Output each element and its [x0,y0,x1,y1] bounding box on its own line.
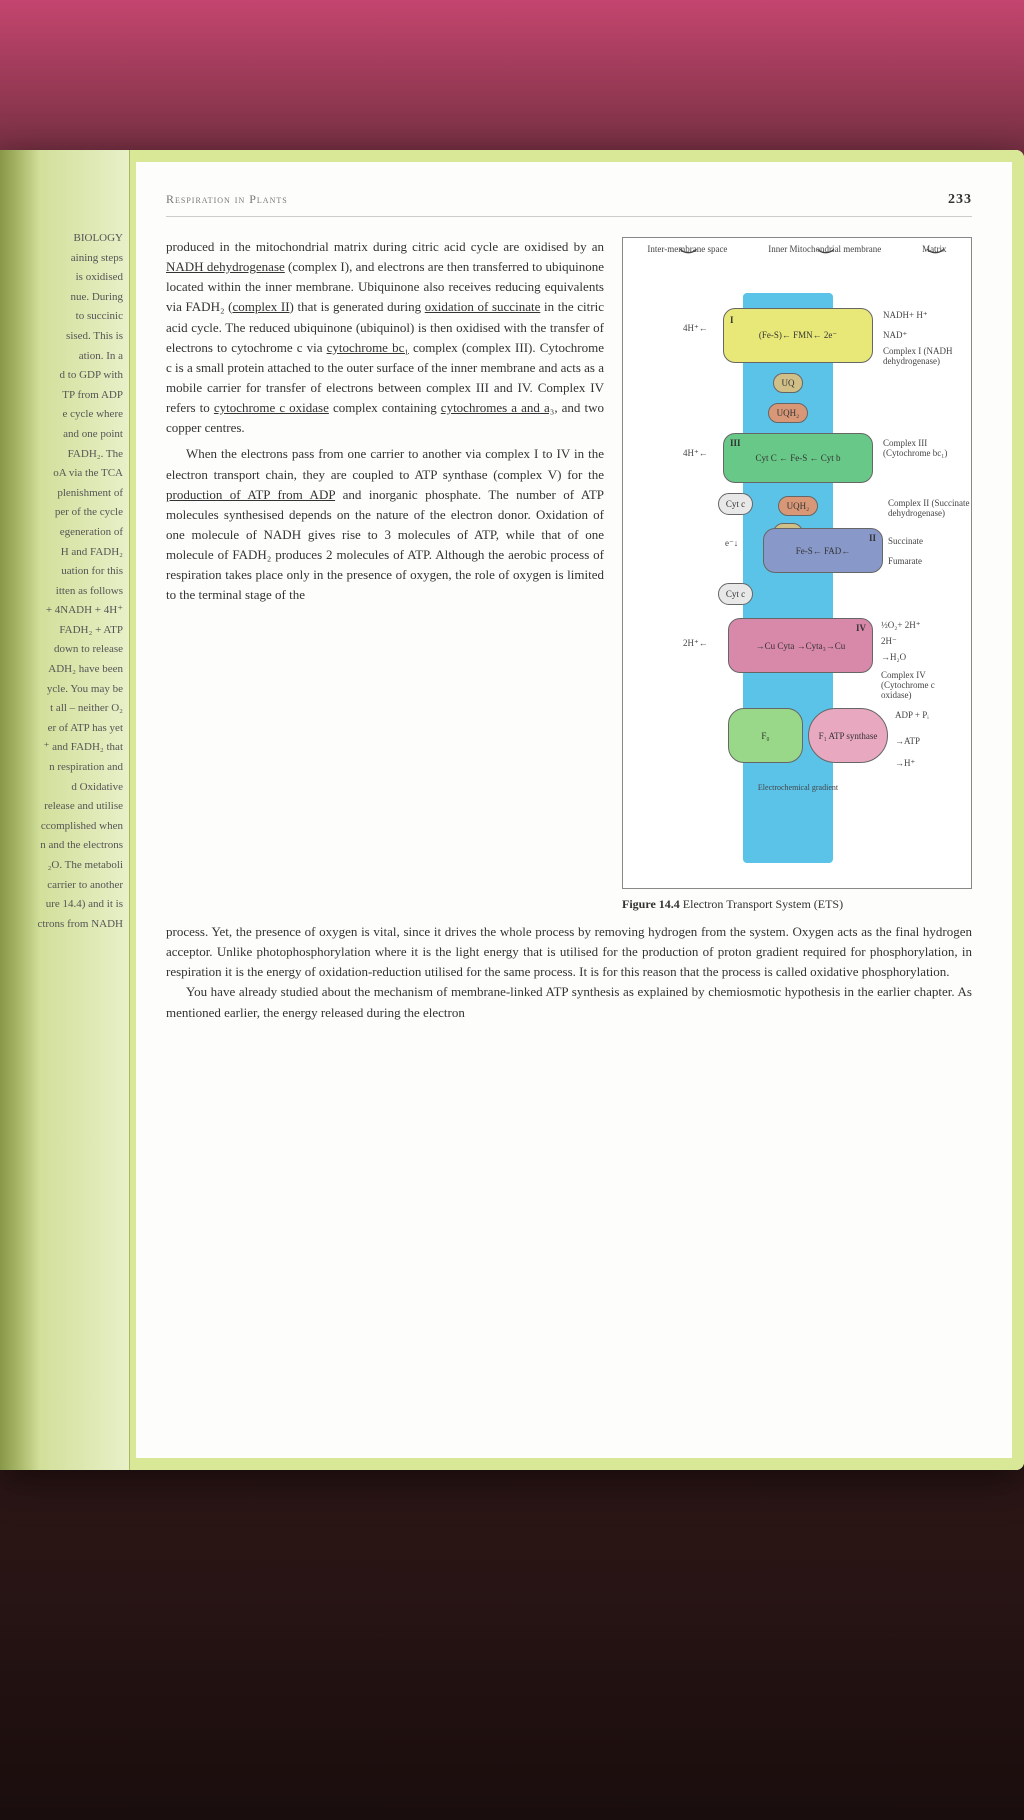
previous-page-edge: BIOLOGYaining stepsis oxidisednue. Durin… [0,150,130,1470]
complex-2: IIFe-S← FAD← [763,528,883,573]
electron-arrow: e⁻↓ [725,538,738,549]
header-inner-membrane: Inner Mitochondrial membrane︶ [768,244,881,266]
label-fumarate: Fumarate [888,556,922,566]
label-complex4-name: Complex IV (Cytochrome c oxidase) [881,670,966,700]
label-atp: →ATP [895,736,920,746]
header-matrix: Matrix︶ [922,244,947,266]
label-complex2-name: Complex II (Succinate dehydrogenase) [888,498,973,518]
paragraph-4: You have already studied about the mecha… [166,982,972,1022]
paragraph-1: produced in the mitochondrial matrix dur… [166,237,604,438]
label-adp-pi: ADP + Pᵢ [895,710,929,720]
complex-4: IV→Cu Cyta →Cyta₃→Cu [728,618,873,673]
proton-arrow: 2H⁺← [683,638,708,649]
proton-arrow: 4H⁺← [683,323,708,334]
body-text-column: produced in the mitochondrial matrix dur… [166,237,604,912]
book-spread: BIOLOGYaining stepsis oxidisednue. Durin… [0,150,1024,1470]
uqh-1: UQH₂ [768,403,808,423]
figure-wrapper: Inter-membrane space︶ Inner Mitochondria… [622,237,972,912]
label-complex1-name: Complex I (NADH dehydrogenase) [883,346,968,366]
f1-atp-synthase: F₁ ATP synthase [808,708,888,763]
label-complex3-name: Complex III (Cytochrome bc₁) [883,438,968,458]
page-number: 233 [948,192,972,208]
photo-background: BIOLOGYaining stepsis oxidisednue. Durin… [0,0,1024,1820]
body-text-continued: process. Yet, the presence of oxygen is … [166,922,972,1023]
label-succinate: Succinate [888,536,923,546]
label-h2o: →H₂O [881,652,906,662]
complex-3: IIICyt C ← Fe-S ← Cyt b [723,433,873,483]
chapter-title: Respiration in Plants [166,192,288,208]
complex-1: I(Fe-S)← FMN← 2e⁻ [723,308,873,363]
label-2h: 2H⁻ [881,636,897,647]
paragraph-2: When the electrons pass from one carrier… [166,444,604,605]
uqh-2: UQH₂ [778,496,818,516]
cytc-2: Cyt c [718,583,753,605]
f0-subunit: F₀ [728,708,803,763]
running-header: Respiration in Plants 233 [166,192,972,217]
ets-diagram: Inter-membrane space︶ Inner Mitochondria… [623,238,971,888]
header-intermembrane: Inter-membrane space︶ [647,244,727,266]
label-o2: ½O₂+ 2H⁺ [881,620,920,631]
figure-14-4: Inter-membrane space︶ Inner Mitochondria… [622,237,972,889]
label-nad: NAD⁺ [883,330,907,341]
paragraph-3: process. Yet, the presence of oxygen is … [166,922,972,982]
diagram-column-headers: Inter-membrane space︶ Inner Mitochondria… [623,238,971,272]
cytc-1: Cyt c [718,493,753,515]
figure-caption: Figure 14.4 Electron Transport System (E… [622,897,972,912]
label-nadh: NADH+ H⁺ [883,310,928,321]
page-content: Respiration in Plants 233 produced in th… [130,150,1024,1470]
label-gradient: Electrochemical gradient [753,783,843,792]
proton-arrow: 4H⁺← [683,448,708,459]
uq-1: UQ [773,373,803,393]
label-h-out: →H⁺ [895,758,915,769]
